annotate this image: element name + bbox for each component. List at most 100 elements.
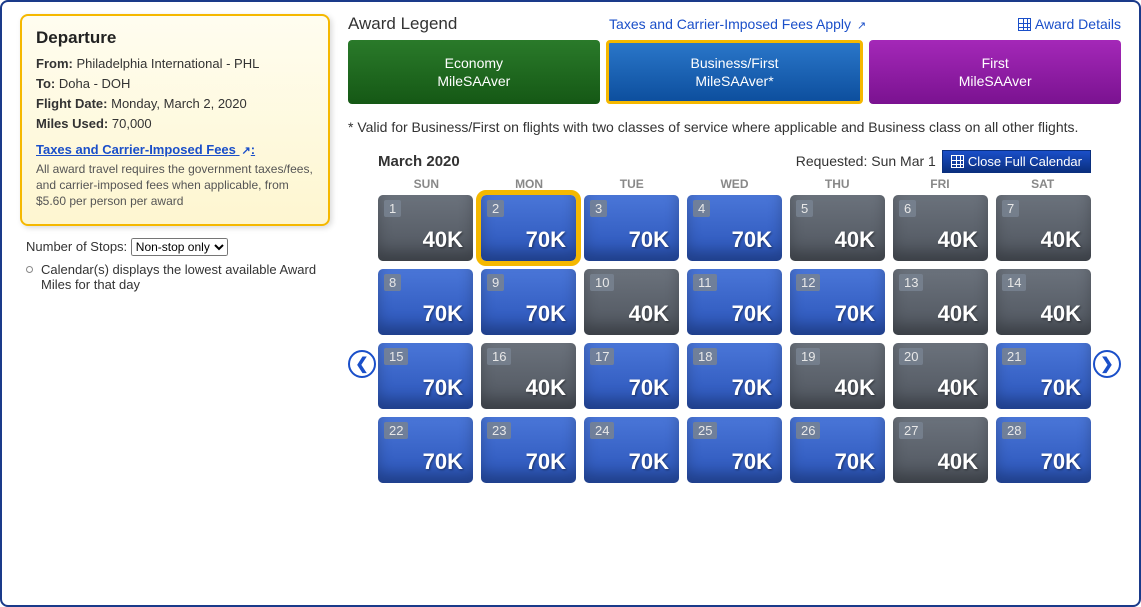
day-number: 4 xyxy=(693,200,710,217)
calendar-day[interactable]: 540K xyxy=(790,195,885,261)
day-number: 19 xyxy=(796,348,820,365)
day-miles: 40K xyxy=(1041,301,1081,327)
day-miles: 40K xyxy=(423,227,463,253)
calendar-day[interactable]: 10 40K xyxy=(584,269,679,335)
day-miles: 70K xyxy=(835,301,875,327)
day-number: 14 xyxy=(1002,274,1026,291)
tab-line1: Business/First xyxy=(617,54,853,72)
day-number: 26 xyxy=(796,422,820,439)
day-number: 13 xyxy=(899,274,923,291)
day-number: 20 xyxy=(899,348,923,365)
close-calendar-button[interactable]: Close Full Calendar xyxy=(942,150,1091,173)
day-of-week: TUE xyxy=(583,177,680,191)
day-number: 5 xyxy=(796,200,813,217)
calendar-day[interactable]: 370K xyxy=(584,195,679,261)
prev-month-button[interactable]: ❮ xyxy=(348,350,376,378)
calendar-day[interactable]: 14 40K xyxy=(996,269,1091,335)
requested-date: Requested: Sun Mar 1 xyxy=(796,153,942,169)
to-row: To: Doha - DOH xyxy=(36,76,314,91)
left-column: Departure From: Philadelphia Internation… xyxy=(20,14,330,593)
footnote: * Valid for Business/First on flights wi… xyxy=(348,118,1121,138)
departure-box: Departure From: Philadelphia Internation… xyxy=(20,14,330,226)
day-miles: 70K xyxy=(732,227,772,253)
grid-icon xyxy=(1018,18,1031,31)
legend-title: Award Legend xyxy=(348,14,457,34)
tab-business[interactable]: Business/First MileSAAver* xyxy=(606,40,864,104)
calendar-day[interactable]: 1270K xyxy=(790,269,885,335)
day-of-week: MON xyxy=(481,177,578,191)
day-miles: 40K xyxy=(938,227,978,253)
day-miles: 70K xyxy=(1041,375,1081,401)
tab-line1: First xyxy=(877,54,1113,72)
calendar-day[interactable]: 1570K xyxy=(378,343,473,409)
calendar-icon xyxy=(951,155,964,168)
fees-apply-text: Taxes and Carrier-Imposed Fees Apply xyxy=(609,16,851,32)
calendar-day[interactable]: 2670K xyxy=(790,417,885,483)
day-number: 21 xyxy=(1002,348,1026,365)
stops-select[interactable]: Non-stop only xyxy=(131,238,228,256)
chevron-right-icon: ❯ xyxy=(1100,354,1113,374)
stops-label: Number of Stops: xyxy=(26,239,127,254)
next-month-button[interactable]: ❯ xyxy=(1093,350,1121,378)
tab-line2: MileSAAver xyxy=(877,72,1113,90)
fees-apply-link[interactable]: Taxes and Carrier-Imposed Fees Apply ↗ xyxy=(609,16,866,32)
chevron-left-icon: ❮ xyxy=(355,354,368,374)
calendar-day[interactable]: 13 40K xyxy=(893,269,988,335)
day-miles: 70K xyxy=(423,449,463,475)
calendar-day[interactable]: 1770K xyxy=(584,343,679,409)
calendar-day[interactable]: 1170K xyxy=(687,269,782,335)
calendar-day[interactable]: 970K xyxy=(481,269,576,335)
from-label: From: xyxy=(36,56,73,71)
day-number: 24 xyxy=(590,422,614,439)
fees-note: All award travel requires the government… xyxy=(36,161,314,210)
day-number: 1 xyxy=(384,200,401,217)
tab-line1: Economy xyxy=(356,54,592,72)
calendar-day[interactable]: 1 40K xyxy=(378,195,473,261)
calendar-day[interactable]: 2870K xyxy=(996,417,1091,483)
day-number: 23 xyxy=(487,422,511,439)
date-label: Flight Date: xyxy=(36,96,108,111)
calendar-day[interactable]: 22 70K xyxy=(378,417,473,483)
miles-row: Miles Used: 70,000 xyxy=(36,116,314,131)
day-miles: 70K xyxy=(629,227,669,253)
calendar-day[interactable]: 2570K xyxy=(687,417,782,483)
fees-link-text: Taxes and Carrier-Imposed Fees xyxy=(36,142,236,157)
award-details-link[interactable]: Award Details xyxy=(1018,16,1121,32)
day-number: 16 xyxy=(487,348,511,365)
tab-economy[interactable]: Economy MileSAAver xyxy=(348,40,600,104)
calendar-day[interactable]: 1870K xyxy=(687,343,782,409)
day-number: 22 xyxy=(384,422,408,439)
calendar-day[interactable]: 640K xyxy=(893,195,988,261)
fees-link[interactable]: Taxes and Carrier-Imposed Fees ↗: xyxy=(36,142,255,157)
day-of-week: WED xyxy=(686,177,783,191)
day-miles: 70K xyxy=(423,375,463,401)
day-miles: 40K xyxy=(938,301,978,327)
day-number: 28 xyxy=(1002,422,1026,439)
from-value: Philadelphia International - PHL xyxy=(76,56,259,71)
date-value: Monday, March 2, 2020 xyxy=(111,96,247,111)
day-miles: 70K xyxy=(526,227,566,253)
calendar-note-text: Calendar(s) displays the lowest availabl… xyxy=(41,262,330,292)
calendar-day[interactable]: 2370K xyxy=(481,417,576,483)
close-cal-text: Close Full Calendar xyxy=(968,154,1082,169)
calendar-month: March 2020 xyxy=(378,153,460,170)
calendar-wrap: March 2020 Requested: Sun Mar 1 Close Fu… xyxy=(348,150,1121,483)
calendar-day[interactable]: 740K xyxy=(996,195,1091,261)
calendar-day[interactable]: 4 70K xyxy=(687,195,782,261)
calendar-day[interactable]: 21 70K xyxy=(996,343,1091,409)
award-details-text: Award Details xyxy=(1035,16,1121,32)
calendar-day[interactable]: 270K xyxy=(481,195,576,261)
calendar-day[interactable]: 2040K xyxy=(893,343,988,409)
day-miles: 70K xyxy=(732,301,772,327)
day-miles: 40K xyxy=(629,301,669,327)
calendar-day[interactable]: 1640K xyxy=(481,343,576,409)
legend-row: Award Legend Taxes and Carrier-Imposed F… xyxy=(348,14,1121,34)
day-number: 10 xyxy=(590,274,614,291)
cabin-tabs: Economy MileSAAver Business/First MileSA… xyxy=(348,40,1121,104)
calendar-day[interactable]: 2470K xyxy=(584,417,679,483)
date-row: Flight Date: Monday, March 2, 2020 xyxy=(36,96,314,111)
calendar-day[interactable]: 2740K xyxy=(893,417,988,483)
calendar-day[interactable]: 870K xyxy=(378,269,473,335)
calendar-day[interactable]: 1940K xyxy=(790,343,885,409)
tab-first[interactable]: First MileSAAver xyxy=(869,40,1121,104)
